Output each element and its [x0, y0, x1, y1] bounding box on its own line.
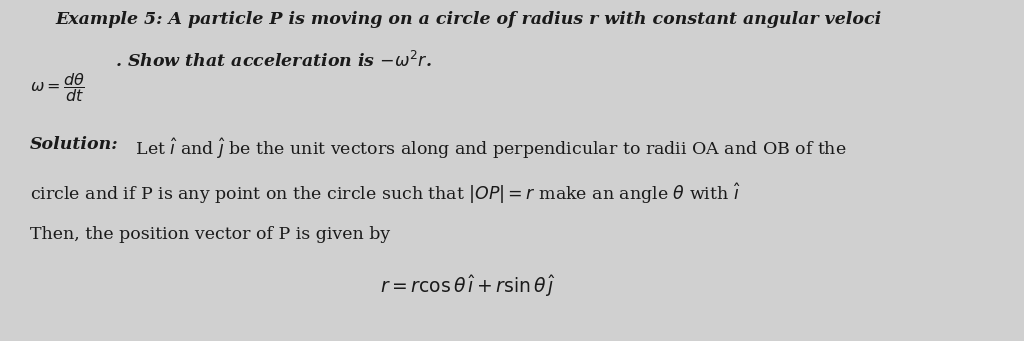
Text: $r = r\cos\theta\,\hat{\imath} + r\sin\theta\,\hat{\jmath}$: $r = r\cos\theta\,\hat{\imath} + r\sin\t…: [380, 273, 556, 299]
Text: Let $\hat{\imath}$ and $\hat{\jmath}$ be the unit vectors along and perpendicula: Let $\hat{\imath}$ and $\hat{\jmath}$ be…: [130, 136, 847, 161]
Text: . Show that acceleration is $-\omega^2 r$.: . Show that acceleration is $-\omega^2 r…: [115, 51, 432, 71]
Text: Then, the position vector of P is given by: Then, the position vector of P is given …: [30, 226, 390, 243]
Text: $\omega = \dfrac{d\theta}{dt}$: $\omega = \dfrac{d\theta}{dt}$: [30, 71, 85, 104]
Text: circle and if P is any point on the circle such that $|OP| = r$ make an angle $\: circle and if P is any point on the circ…: [30, 181, 740, 206]
Text: Solution:: Solution:: [30, 136, 119, 153]
Text: Example 5: A particle P is moving on a circle of radius r with constant angular : Example 5: A particle P is moving on a c…: [55, 11, 882, 28]
